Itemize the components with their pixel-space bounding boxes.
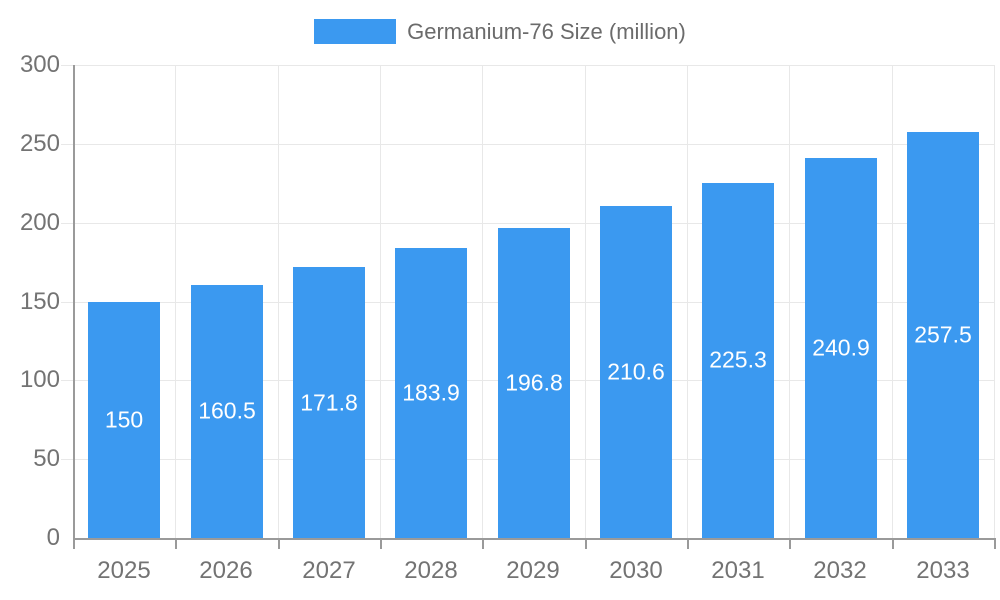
gridline-vertical — [175, 65, 176, 538]
bar — [191, 285, 263, 538]
bar-value-label: 160.5 — [198, 397, 256, 424]
bar — [600, 206, 672, 538]
bar-value-label: 171.8 — [300, 389, 358, 416]
gridline-vertical — [585, 65, 586, 538]
x-tick-label: 2025 — [97, 557, 151, 584]
legend: Germanium-76 Size (million) — [0, 19, 1000, 44]
x-axis-tick — [380, 538, 382, 549]
x-axis-tick — [687, 538, 689, 549]
x-tick-label: 2029 — [506, 557, 560, 584]
bar-value-label: 196.8 — [505, 369, 563, 396]
x-axis-line — [73, 538, 994, 540]
bar-value-label: 240.9 — [812, 334, 870, 361]
x-tick-label: 2031 — [711, 557, 765, 584]
x-tick-label: 2032 — [813, 557, 867, 584]
bar-value-label: 225.3 — [709, 346, 767, 373]
gridline-vertical — [687, 65, 688, 538]
gridline-vertical — [482, 65, 483, 538]
x-axis-tick — [585, 538, 587, 549]
bar-value-label: 150 — [104, 406, 144, 433]
bar-value-label: 210.6 — [607, 358, 665, 385]
gridline-horizontal — [61, 65, 994, 66]
x-tick-label: 2030 — [609, 557, 663, 584]
gridline-vertical — [278, 65, 279, 538]
y-tick-label: 100 — [19, 366, 60, 393]
x-axis-tick — [994, 538, 996, 549]
gridline-horizontal — [61, 223, 994, 224]
x-tick-label: 2033 — [916, 557, 970, 584]
y-tick-label: 300 — [19, 51, 60, 78]
x-axis-tick — [278, 538, 280, 549]
bar — [498, 228, 570, 538]
gridline-vertical — [994, 65, 995, 538]
bar — [805, 158, 877, 538]
x-tick-label: 2028 — [404, 557, 458, 584]
bar-value-label: 257.5 — [914, 321, 972, 348]
gridline-horizontal — [61, 144, 994, 145]
y-tick-label: 250 — [19, 130, 60, 157]
legend-swatch-icon — [314, 19, 397, 44]
x-tick-label: 2026 — [199, 557, 253, 584]
y-tick-label: 200 — [19, 209, 60, 236]
bar — [293, 267, 365, 538]
gridline-vertical — [789, 65, 790, 538]
x-axis-tick — [73, 538, 75, 549]
y-axis-line — [73, 65, 75, 549]
bar — [395, 248, 467, 538]
gridline-vertical — [380, 65, 381, 538]
x-axis-tick — [175, 538, 177, 549]
bar — [702, 183, 774, 538]
bar — [907, 132, 979, 538]
x-axis-tick — [789, 538, 791, 549]
legend-item[interactable]: Germanium-76 Size (million) — [314, 19, 686, 44]
legend-label: Germanium-76 Size (million) — [407, 19, 686, 44]
x-tick-label: 2027 — [302, 557, 356, 584]
y-tick-label: 150 — [19, 288, 60, 315]
bar — [88, 302, 160, 539]
x-axis-tick — [892, 538, 894, 549]
bar-value-label: 183.9 — [402, 379, 460, 406]
y-tick-label: 50 — [33, 445, 60, 472]
x-axis-tick — [482, 538, 484, 549]
gridline-vertical — [892, 65, 893, 538]
y-tick-label: 0 — [46, 524, 60, 551]
